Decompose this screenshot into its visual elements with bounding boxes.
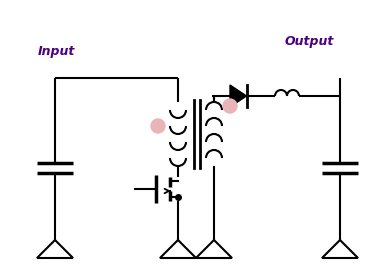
Text: Input: Input (38, 45, 75, 58)
Circle shape (151, 119, 165, 133)
Circle shape (223, 99, 237, 113)
Text: Output: Output (285, 35, 335, 48)
Polygon shape (230, 85, 247, 107)
